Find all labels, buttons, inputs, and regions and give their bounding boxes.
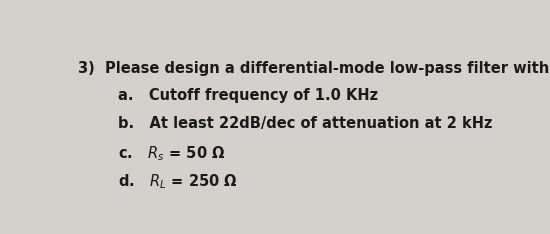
Text: c.   $R_s$ = 50 Ω: c. $R_s$ = 50 Ω xyxy=(118,144,225,163)
Text: a.   Cutoff frequency of 1.0 KHz: a. Cutoff frequency of 1.0 KHz xyxy=(118,88,378,103)
Text: b.   At least 22dB/dec of attenuation at 2 kHz: b. At least 22dB/dec of attenuation at 2… xyxy=(118,116,492,131)
Text: 3)  Please design a differential-mode low-pass filter with the following specifi: 3) Please design a differential-mode low… xyxy=(78,61,550,76)
Text: d.   $R_L$ = 250 Ω: d. $R_L$ = 250 Ω xyxy=(118,172,238,191)
